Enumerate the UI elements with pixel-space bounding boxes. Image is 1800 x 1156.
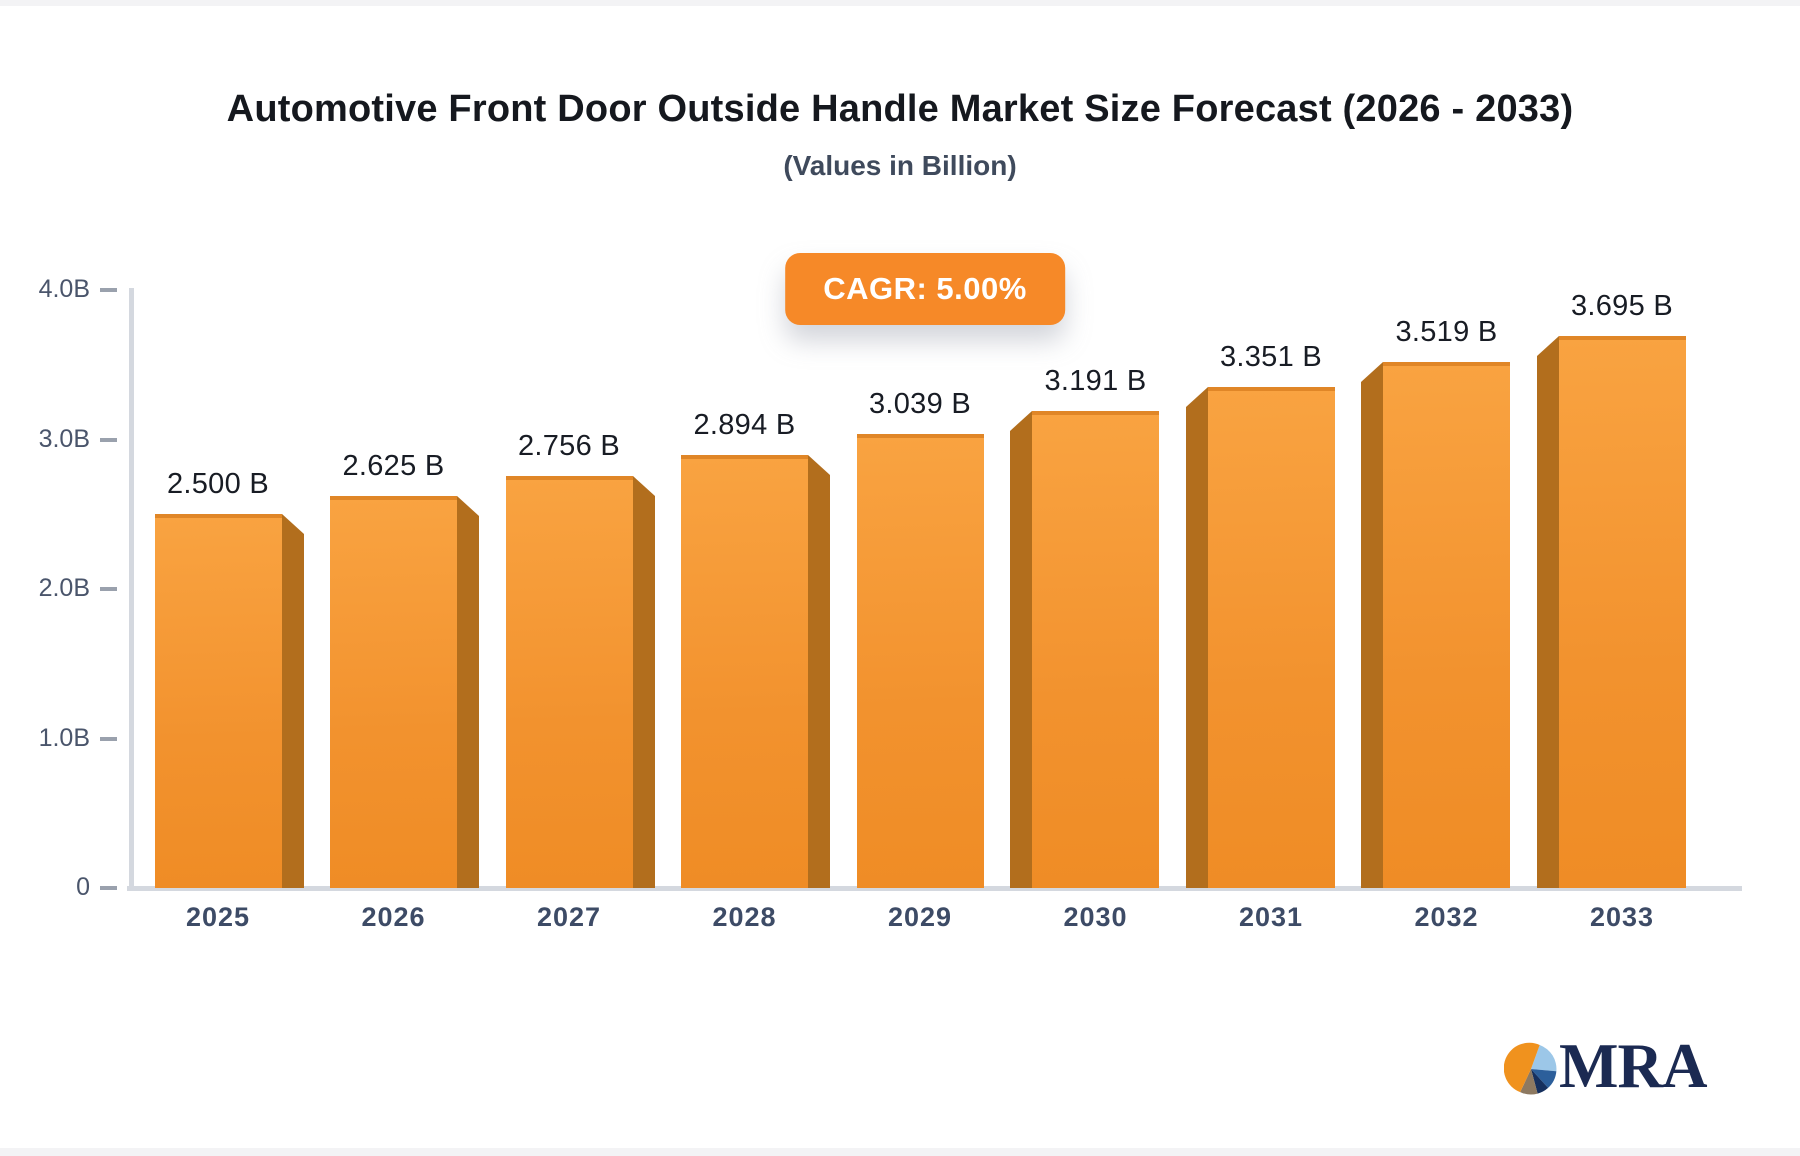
bar-value-label: 3.695 B	[1570, 290, 1674, 322]
x-axis-tick-label: 2030	[1063, 902, 1128, 932]
bar-side-face	[633, 476, 655, 888]
bar-side-face	[808, 455, 830, 888]
chart-title: Automotive Front Door Outside Handle Mar…	[226, 88, 1574, 130]
x-axis-tick-label: 2029	[887, 902, 953, 932]
x-axis-tick-label: 2025	[185, 902, 251, 932]
company-logo: MRA	[1504, 1031, 1707, 1101]
bar-value-label: 2.756 B	[517, 430, 621, 462]
y-axis-tick	[100, 288, 117, 292]
x-axis-tick-label: 2026	[361, 902, 426, 932]
bar	[155, 514, 282, 888]
y-axis-tick-label: 1.0B	[38, 723, 90, 752]
x-axis-line	[127, 886, 1742, 891]
bar	[1032, 411, 1159, 888]
bar	[1208, 387, 1335, 888]
bar	[681, 455, 808, 888]
y-axis-tick	[100, 736, 117, 741]
y-axis-tick	[100, 587, 117, 591]
pie-chart-logo-icon	[1504, 1042, 1557, 1095]
bar-side-face	[1537, 336, 1559, 888]
bar	[330, 496, 457, 888]
bar-side-face	[1010, 411, 1032, 888]
x-axis-tick-label: 2028	[712, 902, 777, 932]
x-axis-tick-label: 2031	[1238, 902, 1304, 932]
y-axis-line	[129, 288, 134, 890]
bar-value-label: 3.519 B	[1395, 316, 1498, 348]
bar	[857, 434, 984, 888]
y-axis-tick-label: 2.0B	[38, 574, 90, 602]
bar-side-face	[457, 496, 479, 888]
logo-text: MRA	[1559, 1031, 1707, 1101]
bar-side-face	[1186, 387, 1208, 888]
y-axis-tick-label: 0	[76, 873, 90, 901]
chart-subtitle: (Values in Billion)	[783, 150, 1017, 181]
x-axis-tick-label: 2032	[1414, 902, 1479, 932]
bar-value-label: 3.191 B	[1044, 365, 1147, 397]
cagr-badge-label: CAGR: 5.00%	[823, 271, 1027, 306]
bar-value-label: 3.039 B	[868, 388, 972, 420]
y-axis-tick-label: 4.0B	[38, 275, 90, 303]
y-axis-tick	[100, 437, 117, 442]
cagr-badge: CAGR: 5.00%	[785, 253, 1065, 325]
bar-side-face	[282, 514, 304, 888]
page-edge-bottom	[0, 1148, 1800, 1156]
bar	[1383, 362, 1510, 888]
bar-side-face	[1361, 362, 1383, 888]
bar-value-label: 2.894 B	[693, 409, 796, 441]
bar-value-label: 3.351 B	[1219, 341, 1323, 373]
x-axis-tick-label: 2033	[1589, 902, 1655, 932]
bar-value-label: 2.625 B	[342, 450, 445, 482]
y-axis-tick-label: 3.0B	[38, 424, 90, 453]
bar	[506, 476, 633, 888]
bar-value-label: 2.500 B	[166, 468, 270, 500]
page-edge-top	[0, 0, 1800, 6]
y-axis-tick	[100, 886, 117, 890]
x-axis-tick-label: 2027	[536, 902, 602, 932]
bar	[1559, 336, 1686, 888]
